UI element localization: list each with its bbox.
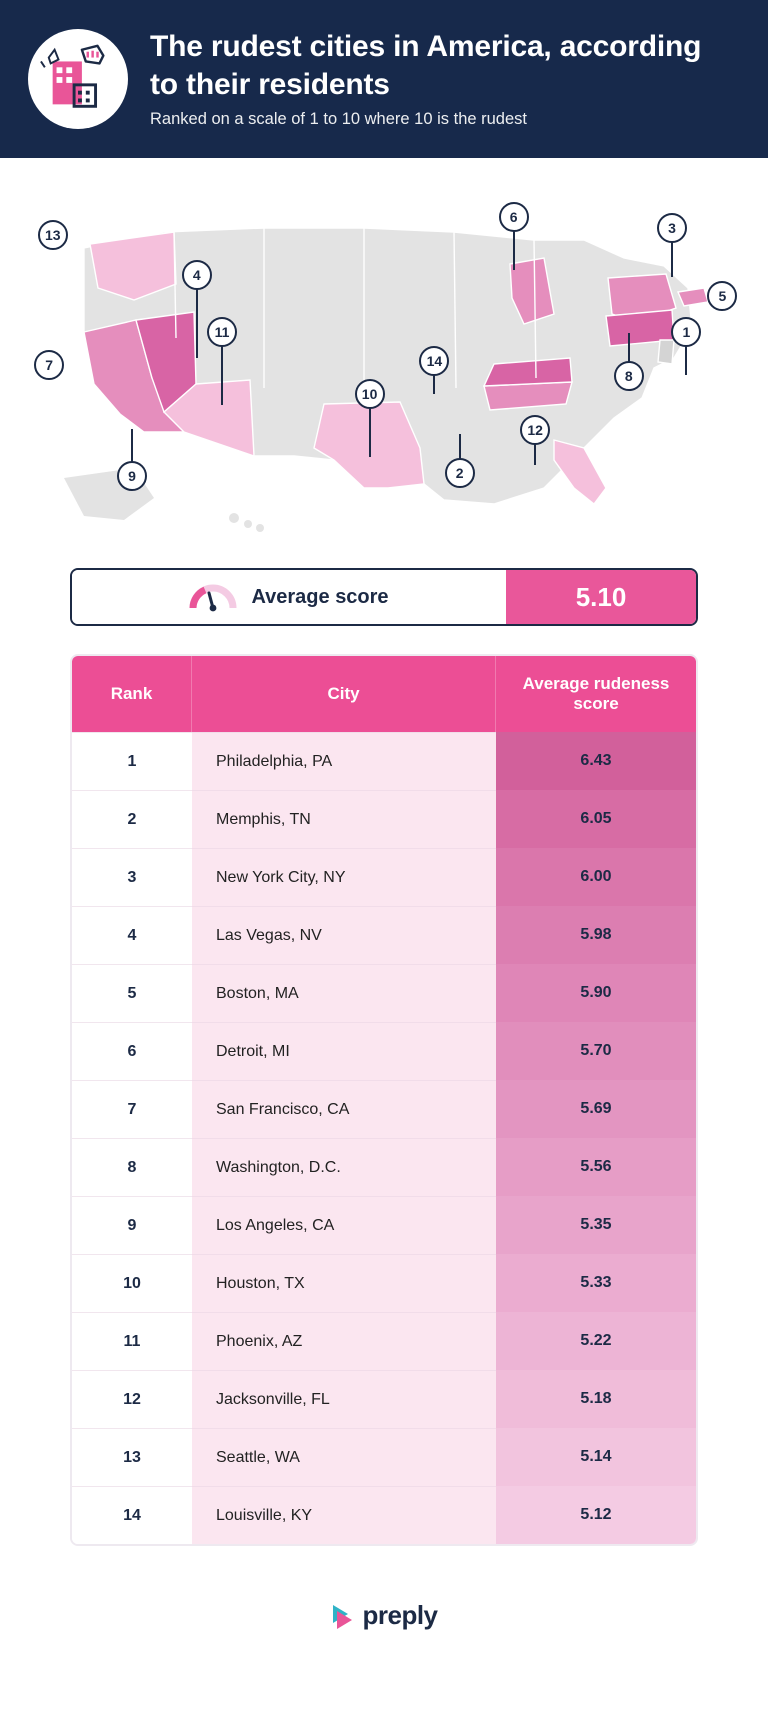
table-header-row: Rank City Average rudeness score [72, 656, 696, 732]
cell-rank: 13 [72, 1428, 192, 1486]
cell-score: 5.35 [496, 1196, 696, 1254]
cell-city: Philadelphia, PA [192, 732, 496, 790]
cell-rank: 6 [72, 1022, 192, 1080]
table-row: 5Boston, MA5.90 [72, 964, 696, 1022]
average-score-label: Average score [251, 586, 388, 609]
average-score-left: Average score [72, 570, 506, 624]
map-pin: 13 [38, 220, 68, 250]
cell-city: Louisville, KY [192, 1486, 496, 1544]
footer-brand-text: preply [362, 1600, 437, 1631]
cell-city: Los Angeles, CA [192, 1196, 496, 1254]
map-pin: 6 [499, 202, 529, 232]
table-row: 2Memphis, TN6.05 [72, 790, 696, 848]
map-pin: 10 [355, 379, 385, 409]
table-row: 12Jacksonville, FL5.18 [72, 1370, 696, 1428]
rudeness-table: Rank City Average rudeness score 1Philad… [70, 654, 698, 1546]
cell-score: 5.14 [496, 1428, 696, 1486]
header-icon [28, 29, 128, 129]
cell-city: Boston, MA [192, 964, 496, 1022]
map-pin: 8 [614, 361, 644, 391]
cell-city: Houston, TX [192, 1254, 496, 1312]
table-row: 3New York City, NY6.00 [72, 848, 696, 906]
cell-city: New York City, NY [192, 848, 496, 906]
map-pin: 12 [520, 415, 550, 445]
cell-city: Phoenix, AZ [192, 1312, 496, 1370]
map-pin: 14 [419, 346, 449, 376]
table-row: 14Louisville, KY5.12 [72, 1486, 696, 1544]
header-subtitle: Ranked on a scale of 1 to 10 where 10 is… [150, 109, 728, 130]
cell-rank: 10 [72, 1254, 192, 1312]
map-pin: 5 [707, 281, 737, 311]
header-title: The rudest cities in America, according … [150, 28, 728, 103]
us-map: 1234567891011121314 [24, 188, 744, 548]
table-row: 11Phoenix, AZ5.22 [72, 1312, 696, 1370]
map-pin: 9 [117, 461, 147, 491]
map-pin: 3 [657, 213, 687, 243]
cell-rank: 7 [72, 1080, 192, 1138]
map-pin: 1 [671, 317, 701, 347]
footer-logo: preply [0, 1576, 768, 1671]
map-pin: 4 [182, 260, 212, 290]
map-pin: 11 [207, 317, 237, 347]
cell-rank: 14 [72, 1486, 192, 1544]
table-row: 4Las Vegas, NV5.98 [72, 906, 696, 964]
cell-city: San Francisco, CA [192, 1080, 496, 1138]
header-banner: The rudest cities in America, according … [0, 0, 768, 158]
cell-score: 5.70 [496, 1022, 696, 1080]
average-score-value: 5.10 [506, 570, 696, 624]
cell-score: 5.56 [496, 1138, 696, 1196]
cell-score: 5.90 [496, 964, 696, 1022]
header-text: The rudest cities in America, according … [150, 28, 728, 130]
cell-city: Memphis, TN [192, 790, 496, 848]
table-row: 13Seattle, WA5.14 [72, 1428, 696, 1486]
map-pin: 7 [34, 350, 64, 380]
map-pin: 2 [445, 458, 475, 488]
cell-rank: 8 [72, 1138, 192, 1196]
cell-rank: 4 [72, 906, 192, 964]
cell-score: 6.05 [496, 790, 696, 848]
cell-rank: 11 [72, 1312, 192, 1370]
table-header-city: City [192, 656, 496, 732]
cell-score: 5.98 [496, 906, 696, 964]
cell-rank: 1 [72, 732, 192, 790]
cell-score: 5.12 [496, 1486, 696, 1544]
cell-score: 5.69 [496, 1080, 696, 1138]
cell-city: Seattle, WA [192, 1428, 496, 1486]
gauge-icon [189, 582, 237, 612]
table-row: 8Washington, D.C.5.56 [72, 1138, 696, 1196]
cell-city: Detroit, MI [192, 1022, 496, 1080]
cell-score: 5.33 [496, 1254, 696, 1312]
cell-rank: 5 [72, 964, 192, 1022]
table-row: 9Los Angeles, CA5.35 [72, 1196, 696, 1254]
table-row: 1Philadelphia, PA6.43 [72, 732, 696, 790]
table-row: 6Detroit, MI5.70 [72, 1022, 696, 1080]
table-row: 7San Francisco, CA5.69 [72, 1080, 696, 1138]
preply-logo-icon [330, 1603, 354, 1629]
table-header-score: Average rudeness score [496, 656, 696, 732]
cell-city: Las Vegas, NV [192, 906, 496, 964]
table-row: 10Houston, TX5.33 [72, 1254, 696, 1312]
average-score-box: Average score 5.10 [70, 568, 698, 626]
cell-rank: 9 [72, 1196, 192, 1254]
cell-city: Washington, D.C. [192, 1138, 496, 1196]
cell-rank: 3 [72, 848, 192, 906]
cell-score: 6.43 [496, 732, 696, 790]
cell-rank: 12 [72, 1370, 192, 1428]
table-header-rank: Rank [72, 656, 192, 732]
cell-score: 5.18 [496, 1370, 696, 1428]
cell-rank: 2 [72, 790, 192, 848]
cell-score: 6.00 [496, 848, 696, 906]
cell-score: 5.22 [496, 1312, 696, 1370]
cell-city: Jacksonville, FL [192, 1370, 496, 1428]
